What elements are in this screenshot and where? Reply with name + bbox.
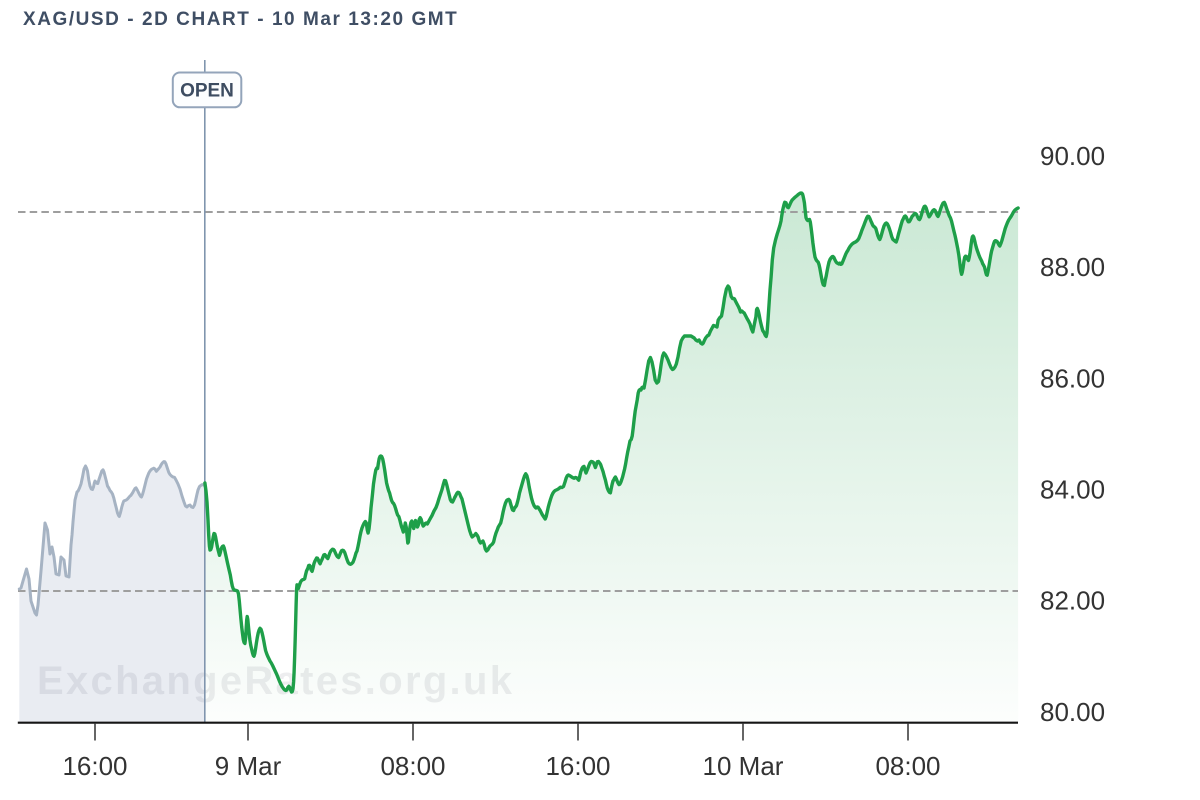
svg-text:86.00: 86.00 xyxy=(1040,363,1105,393)
svg-text:08:00: 08:00 xyxy=(380,751,445,781)
svg-text:16:00: 16:00 xyxy=(62,751,127,781)
svg-text:OPEN: OPEN xyxy=(180,81,234,102)
svg-text:9 Mar: 9 Mar xyxy=(215,751,282,781)
svg-text:10 Mar: 10 Mar xyxy=(703,751,784,781)
svg-text:XAG/USD - 2D CHART - 10 Mar 13: XAG/USD - 2D CHART - 10 Mar 13:20 GMT xyxy=(23,9,458,30)
svg-text:84.00: 84.00 xyxy=(1040,475,1105,505)
svg-text:82.00: 82.00 xyxy=(1040,586,1105,616)
svg-text:88.00: 88.00 xyxy=(1040,252,1105,282)
svg-text:08:00: 08:00 xyxy=(875,751,940,781)
svg-text:80.00: 80.00 xyxy=(1040,697,1105,727)
svg-text:16:00: 16:00 xyxy=(545,751,610,781)
svg-text:90.00: 90.00 xyxy=(1040,141,1105,171)
svg-text:ExchangeRates.org.uk: ExchangeRates.org.uk xyxy=(37,659,514,703)
